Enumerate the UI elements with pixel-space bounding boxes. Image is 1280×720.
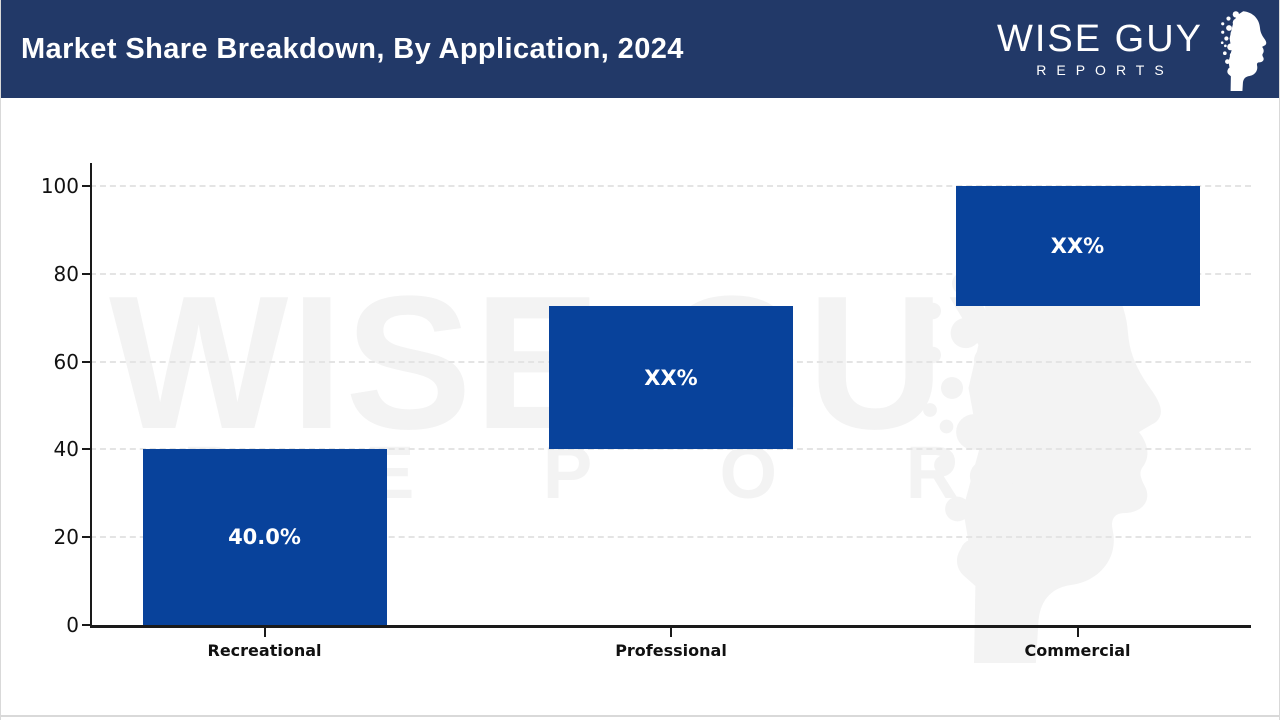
- y-tick-40: [82, 448, 90, 451]
- gridline-80: [90, 272, 1251, 275]
- y-tick-label-40: 40: [53, 437, 79, 462]
- y-tick-label-0: 0: [66, 613, 79, 637]
- x-category-label-professional: Professional: [615, 641, 727, 660]
- y-tick-80: [82, 272, 90, 275]
- bar-value-label-recreational: 40.0%: [228, 525, 301, 550]
- bar-value-label-professional: XX%: [644, 365, 698, 390]
- bar-commercial: [955, 186, 1200, 306]
- x-axis-line: [90, 625, 1251, 628]
- y-tick-label-20: 20: [53, 525, 79, 550]
- x-category-label-recreational: Recreational: [207, 641, 322, 660]
- y-tick-label-100: 100: [40, 174, 79, 198]
- brand-logo-text: WISE GUY REPORTS: [996, 18, 1203, 78]
- y-tick-label-80: 80: [53, 261, 79, 286]
- x-tick-commercial: [1076, 628, 1079, 637]
- bar-recreational: [142, 449, 387, 625]
- y-tick-100: [82, 185, 90, 187]
- gridline-20: [90, 536, 1251, 539]
- bar-value-label-commercial: XX%: [1050, 233, 1105, 258]
- x-tick-recreational: [263, 628, 266, 637]
- header-bar: Market Share Breakdown, By Application, …: [1, 0, 1279, 98]
- x-category-label-commercial: Commercial: [1024, 641, 1131, 660]
- brand-logo: WISE GUY REPORTS: [997, 7, 1271, 91]
- brand-subtitle: REPORTS: [1036, 61, 1174, 78]
- bar-professional: [549, 305, 793, 450]
- y-tick-label-60: 60: [53, 349, 79, 374]
- page-title: Market Share Breakdown, By Application, …: [21, 32, 684, 65]
- y-axis-line: [90, 163, 92, 628]
- brand-name: WISE GUY: [996, 18, 1203, 61]
- y-tick-60: [82, 360, 90, 363]
- bottom-frame-line: [1, 715, 1279, 717]
- gridline-100: [90, 185, 1251, 187]
- x-tick-professional: [670, 628, 672, 637]
- gridline-40: [90, 448, 1251, 451]
- y-tick-0: [82, 624, 90, 626]
- brand-head-icon: [1207, 7, 1271, 91]
- y-tick-20: [82, 536, 90, 539]
